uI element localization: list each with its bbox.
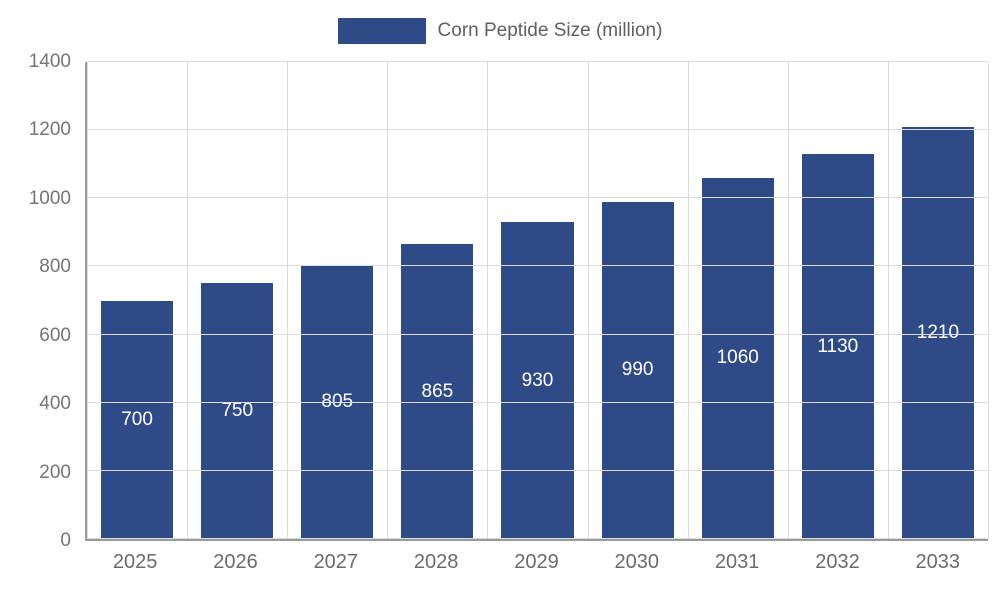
v-gridline — [887, 62, 889, 539]
v-gridline — [87, 62, 88, 539]
bar-value-label: 1210 — [916, 321, 960, 343]
bar: 1130 — [801, 154, 874, 539]
legend-label: Corn Peptide Size (million) — [437, 20, 663, 41]
bar: 1060 — [701, 177, 774, 539]
bar-value-label: 1060 — [716, 347, 759, 369]
h-gridline — [87, 265, 988, 267]
v-gridline — [587, 62, 589, 539]
v-gridline — [487, 62, 489, 539]
x-tick-label: 2027 — [313, 551, 359, 573]
bar-slot: 750 — [187, 62, 287, 539]
h-gridline — [87, 129, 988, 131]
x-tick-label: 2031 — [714, 551, 760, 573]
bar-value-label: 990 — [621, 359, 654, 381]
y-tick-label: 400 — [39, 393, 71, 415]
x-tick-label: 2033 — [915, 551, 961, 573]
legend-swatch — [337, 18, 426, 44]
y-tick-label: 800 — [39, 256, 71, 278]
h-gridline — [87, 61, 988, 62]
v-gridline — [988, 62, 989, 539]
bar-value-label: 930 — [521, 369, 554, 391]
h-gridline — [87, 538, 988, 539]
bars-container: 700 750 805 865 930 990 1060 1130 1210 — [87, 62, 988, 539]
bar-value-label: 865 — [421, 380, 454, 402]
bar-slot: 1210 — [888, 62, 988, 539]
bar: 750 — [201, 283, 274, 539]
x-tick-label: 2026 — [213, 551, 258, 573]
bar-slot: 1130 — [788, 62, 888, 539]
v-gridline — [287, 62, 289, 539]
y-tick-label: 1400 — [28, 51, 71, 72]
legend: Corn Peptide Size (million) — [0, 0, 1000, 46]
bar: 930 — [501, 222, 574, 539]
bar: 865 — [401, 244, 474, 539]
x-tick-label: 2028 — [413, 551, 459, 573]
bar-slot: 805 — [287, 62, 387, 539]
bar-value-label: 700 — [121, 408, 153, 430]
v-gridline — [187, 62, 189, 539]
bar-slot: 990 — [588, 62, 688, 539]
x-tick-label: 2029 — [514, 551, 559, 573]
x-axis: 2025 2026 2027 2028 2029 2030 2031 2032 2033 — [85, 551, 988, 574]
chart-body: 0 200 400 600 800 1000 1200 1400 700 750 805 865 93… — [29, 51, 989, 551]
bar: 990 — [601, 201, 674, 539]
y-tick-label: 1000 — [28, 187, 71, 209]
x-tick-label: 2032 — [815, 551, 860, 573]
y-tick-label: 200 — [39, 461, 71, 483]
x-tick-label: 2025 — [112, 551, 158, 573]
h-gridline — [87, 197, 988, 199]
bar: 700 — [101, 300, 174, 539]
h-gridline — [87, 333, 988, 335]
bar-slot: 865 — [387, 62, 487, 539]
bar-value-label: 750 — [221, 400, 254, 422]
y-tick-label: 600 — [39, 324, 71, 346]
bar-value-label: 1130 — [817, 335, 859, 357]
y-tick-label: 0 — [60, 530, 71, 551]
h-gridline — [87, 469, 988, 471]
y-tick-label: 1200 — [28, 119, 71, 141]
plot-area: 700 750 805 865 930 990 1060 1130 1210 — [85, 61, 989, 541]
h-gridline — [87, 401, 988, 403]
bar-slot: 700 — [87, 62, 187, 539]
x-tick-label: 2030 — [614, 551, 660, 573]
v-gridline — [787, 62, 789, 539]
bar-slot: 1060 — [688, 62, 788, 539]
v-gridline — [387, 62, 389, 539]
v-gridline — [687, 62, 689, 539]
y-axis: 0 200 400 600 800 1000 1200 1400 — [0, 51, 85, 551]
bar-value-label: 805 — [321, 390, 354, 412]
bar-slot: 930 — [487, 62, 587, 539]
